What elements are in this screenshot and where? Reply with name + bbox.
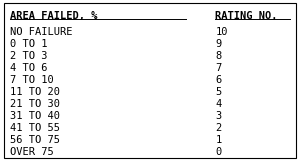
Text: 2: 2 (215, 123, 222, 133)
Text: 6: 6 (215, 75, 222, 85)
Text: 56 TO 75: 56 TO 75 (10, 135, 60, 145)
Text: 4: 4 (215, 99, 222, 109)
Text: 7: 7 (215, 63, 222, 73)
Text: 2 TO 3: 2 TO 3 (10, 51, 48, 61)
Text: 21 TO 30: 21 TO 30 (10, 99, 60, 109)
Text: OVER 75: OVER 75 (10, 147, 54, 157)
Text: 31 TO 40: 31 TO 40 (10, 111, 60, 121)
Text: RATING NO.: RATING NO. (215, 11, 278, 21)
Text: 3: 3 (215, 111, 222, 121)
Text: 41 TO 55: 41 TO 55 (10, 123, 60, 133)
Text: NO FAILURE: NO FAILURE (10, 27, 73, 37)
Text: AREA FAILED, %: AREA FAILED, % (10, 11, 98, 21)
Text: 11 TO 20: 11 TO 20 (10, 87, 60, 97)
Text: 0 TO 1: 0 TO 1 (10, 39, 48, 49)
Text: 0: 0 (215, 147, 222, 157)
Text: 10: 10 (215, 27, 228, 37)
Text: 1: 1 (215, 135, 222, 145)
Text: 5: 5 (215, 87, 222, 97)
Text: 4 TO 6: 4 TO 6 (10, 63, 48, 73)
Text: 8: 8 (215, 51, 222, 61)
Text: 9: 9 (215, 39, 222, 49)
Text: 7 TO 10: 7 TO 10 (10, 75, 54, 85)
